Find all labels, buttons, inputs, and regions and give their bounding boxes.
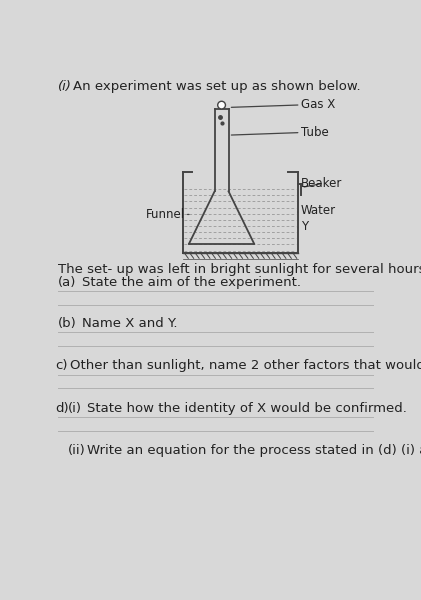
Text: Beaker: Beaker bbox=[301, 177, 342, 190]
Text: (ii): (ii) bbox=[68, 444, 86, 457]
Text: Funnel: Funnel bbox=[146, 208, 189, 221]
Text: State how the identity of X would be confirmed.: State how the identity of X would be con… bbox=[87, 401, 407, 415]
Text: d): d) bbox=[56, 401, 69, 415]
Text: Write an equation for the process stated in (d) (i) above.: Write an equation for the process stated… bbox=[87, 444, 421, 457]
Circle shape bbox=[218, 101, 226, 109]
Text: An experiment was set up as shown below.: An experiment was set up as shown below. bbox=[73, 80, 360, 92]
Text: The set- up was left in bright sunlight for several hours.: The set- up was left in bright sunlight … bbox=[58, 263, 421, 276]
Text: (i): (i) bbox=[68, 401, 82, 415]
Text: Name X and Y.: Name X and Y. bbox=[82, 317, 178, 330]
Text: Tube: Tube bbox=[231, 125, 328, 139]
Text: (a): (a) bbox=[58, 276, 77, 289]
Text: Gas X: Gas X bbox=[231, 98, 335, 111]
Text: (i): (i) bbox=[58, 80, 72, 92]
Text: (b): (b) bbox=[58, 317, 77, 330]
Text: State the aim of the experiment.: State the aim of the experiment. bbox=[82, 276, 301, 289]
Text: Water: Water bbox=[298, 204, 336, 217]
Text: Other than sunlight, name 2 other factors that would affect the experi: Other than sunlight, name 2 other factor… bbox=[69, 359, 421, 372]
Text: Y: Y bbox=[298, 220, 308, 232]
Text: c): c) bbox=[56, 359, 68, 372]
